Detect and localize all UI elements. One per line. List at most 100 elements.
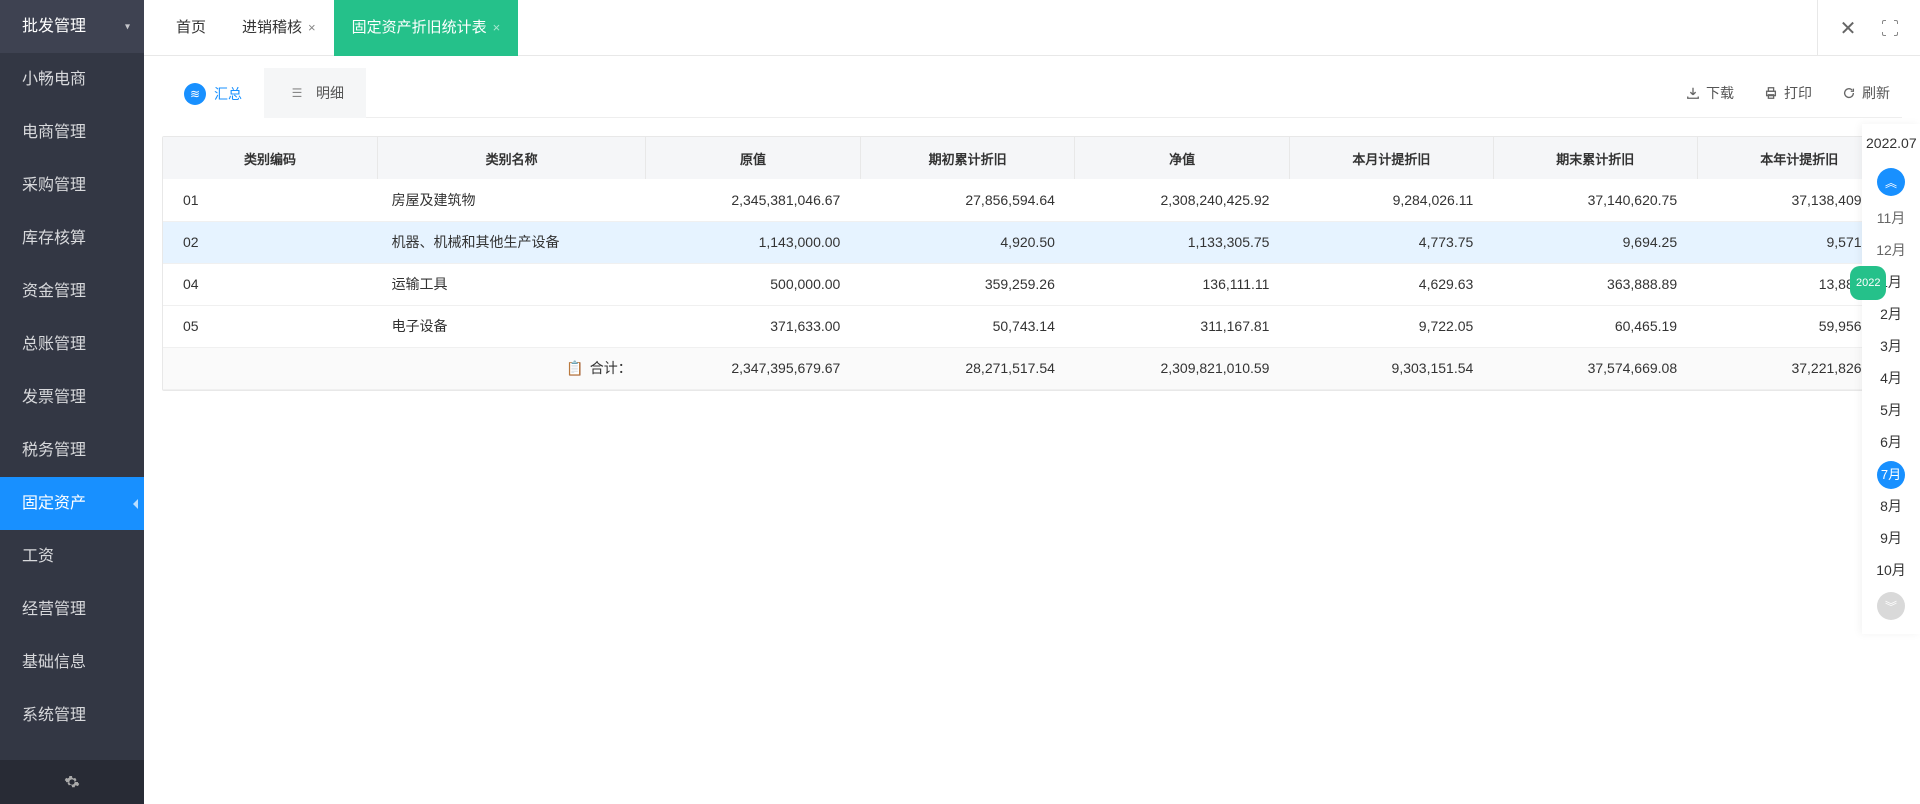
period-month[interactable]: 7月 — [1862, 458, 1920, 490]
total-label-cell: 📋合计： — [163, 347, 646, 389]
table-row[interactable]: 02机器、机械和其他生产设备1,143,000.004,920.501,133,… — [163, 221, 1901, 263]
sidebar-item-5[interactable]: 资金管理 — [0, 265, 144, 318]
period-scroll-up[interactable]: ︽ — [1877, 168, 1905, 196]
sidebar-item-9[interactable]: 固定资产 — [0, 477, 144, 530]
tabs-bar: 首页进销稽核×固定资产折旧统计表× ✕ — [144, 0, 1920, 56]
tab-2[interactable]: 固定资产折旧统计表× — [334, 0, 519, 56]
table-row[interactable]: 05电子设备371,633.0050,743.14311,167.819,722… — [163, 305, 1901, 347]
cell-name: 机器、机械和其他生产设备 — [378, 221, 646, 263]
total-value: 37,574,669.08 — [1493, 347, 1697, 389]
period-scroll-down[interactable]: ︾ — [1877, 592, 1905, 620]
month-label: 2月 — [1880, 306, 1902, 322]
sidebar-item-11[interactable]: 经营管理 — [0, 583, 144, 636]
subtab-1[interactable]: ☰明细 — [264, 68, 366, 118]
period-selector: 2022.07 ︽ 11月12月20221月 2月 3月4月5月 6月 7月 8月 9月 10… — [1862, 124, 1920, 634]
sidebar-item-1[interactable]: 小畅电商 — [0, 53, 144, 106]
table-row[interactable]: 01房屋及建筑物2,345,381,046.6727,856,594.642,3… — [163, 179, 1901, 221]
sidebar-settings-button[interactable] — [0, 760, 144, 804]
total-label: 合计： — [590, 358, 632, 378]
period-month[interactable]: 10月 — [1862, 554, 1920, 586]
sidebar-item-label: 总账管理 — [22, 336, 86, 353]
month-label: 6月 — [1880, 434, 1902, 450]
sidebar-item-label: 税务管理 — [22, 442, 86, 459]
active-indicator-icon — [133, 499, 138, 509]
period-month[interactable]: 5月 — [1862, 394, 1920, 426]
period-month[interactable]: 9月 — [1862, 522, 1920, 554]
cell-value: 500,000.00 — [646, 263, 861, 305]
cell-value: 4,773.75 — [1289, 221, 1493, 263]
sidebar-item-6[interactable]: 总账管理 — [0, 318, 144, 371]
download-button[interactable]: 下载 — [1686, 83, 1734, 103]
col-header-1: 类别名称 — [378, 137, 646, 179]
cell-value: 4,629.63 — [1289, 263, 1493, 305]
month-label: 9月 — [1880, 530, 1902, 546]
period-month[interactable]: 3月 — [1862, 330, 1920, 362]
cell-value: 136,111.11 — [1075, 263, 1290, 305]
sidebar-item-label: 采购管理 — [22, 177, 86, 194]
sidebar-item-label: 系统管理 — [22, 707, 86, 724]
layers-icon: ≋ — [184, 83, 206, 105]
sidebar-item-label: 基础信息 — [22, 654, 86, 671]
cell-value: 60,465.19 — [1493, 305, 1697, 347]
period-month[interactable]: 6月 — [1862, 426, 1920, 458]
total-value: 9,303,151.54 — [1289, 347, 1493, 389]
fullscreen-button[interactable] — [1874, 12, 1906, 44]
download-label: 下载 — [1706, 83, 1734, 103]
cell-value: 50,743.14 — [860, 305, 1075, 347]
table-wrapper: 类别编码类别名称原值期初累计折旧净值本月计提折旧期末累计折旧本年计提折旧 01房… — [162, 136, 1902, 391]
sidebar-item-8[interactable]: 税务管理 — [0, 424, 144, 477]
period-month[interactable]: 20221月 — [1862, 266, 1920, 298]
cell-value: 9,722.05 — [1289, 305, 1493, 347]
period-month[interactable]: 12月 — [1862, 234, 1920, 266]
subtab-row: ≋ 汇总 ☰明细 下载 打印 刷新 — [162, 68, 1902, 118]
tab-close-icon[interactable]: × — [493, 0, 501, 56]
period-month[interactable]: 11月 — [1862, 202, 1920, 234]
sidebar-item-0[interactable]: 批发管理▾ — [0, 0, 144, 53]
cell-name: 运输工具 — [378, 263, 646, 305]
period-month[interactable]: 2月 — [1862, 298, 1920, 330]
refresh-button[interactable]: 刷新 — [1842, 83, 1890, 103]
cell-value: 311,167.81 — [1075, 305, 1290, 347]
sidebar-item-label: 工资 — [22, 548, 54, 565]
sidebar-item-label: 经营管理 — [22, 601, 86, 618]
cell-value: 363,888.89 — [1493, 263, 1697, 305]
depreciation-table: 类别编码类别名称原值期初累计折旧净值本月计提折旧期末累计折旧本年计提折旧 01房… — [163, 137, 1901, 390]
cell-code: 01 — [163, 179, 378, 221]
total-value: 28,271,517.54 — [860, 347, 1075, 389]
cell-name: 电子设备 — [378, 305, 646, 347]
list-icon: ☰ — [286, 82, 308, 104]
sidebar-item-label: 发票管理 — [22, 389, 86, 406]
sidebar-item-4[interactable]: 库存核算 — [0, 212, 144, 265]
tab-0[interactable]: 首页 — [158, 0, 224, 56]
sidebar-item-13[interactable]: 系统管理 — [0, 689, 144, 742]
print-icon — [1764, 86, 1778, 100]
sidebar-item-2[interactable]: 电商管理 — [0, 106, 144, 159]
sidebar: 批发管理▾小畅电商电商管理采购管理库存核算资金管理总账管理发票管理税务管理固定资… — [0, 0, 144, 804]
period-month[interactable]: 4月 — [1862, 362, 1920, 394]
subtab-label: 汇总 — [214, 84, 242, 104]
tab-label: 固定资产折旧统计表 — [352, 0, 487, 56]
content-card: ≋ 汇总 ☰明细 下载 打印 刷新 — [144, 56, 1920, 804]
close-panel-button[interactable]: ✕ — [1832, 12, 1864, 44]
sidebar-item-label: 资金管理 — [22, 283, 86, 300]
sidebar-item-10[interactable]: 工资 — [0, 530, 144, 583]
cell-code: 05 — [163, 305, 378, 347]
refresh-label: 刷新 — [1862, 83, 1890, 103]
sidebar-item-3[interactable]: 采购管理 — [0, 159, 144, 212]
period-current: 2022.07 — [1862, 124, 1920, 162]
sidebar-item-7[interactable]: 发票管理 — [0, 371, 144, 424]
tab-close-icon[interactable]: × — [308, 0, 316, 56]
table-row[interactable]: 04运输工具500,000.00359,259.26136,111.114,62… — [163, 263, 1901, 305]
cell-code: 04 — [163, 263, 378, 305]
print-button[interactable]: 打印 — [1764, 83, 1812, 103]
col-header-4: 净值 — [1075, 137, 1290, 179]
tab-label: 首页 — [176, 0, 206, 56]
tab-1[interactable]: 进销稽核× — [224, 0, 334, 56]
cell-value: 2,308,240,425.92 — [1075, 179, 1290, 221]
cell-name: 房屋及建筑物 — [378, 179, 646, 221]
sidebar-item-12[interactable]: 基础信息 — [0, 636, 144, 689]
month-label: 8月 — [1880, 498, 1902, 514]
sidebar-item-label: 固定资产 — [22, 495, 86, 512]
period-month[interactable]: 8月 — [1862, 490, 1920, 522]
subtab-0[interactable]: ≋ 汇总 — [162, 68, 264, 118]
